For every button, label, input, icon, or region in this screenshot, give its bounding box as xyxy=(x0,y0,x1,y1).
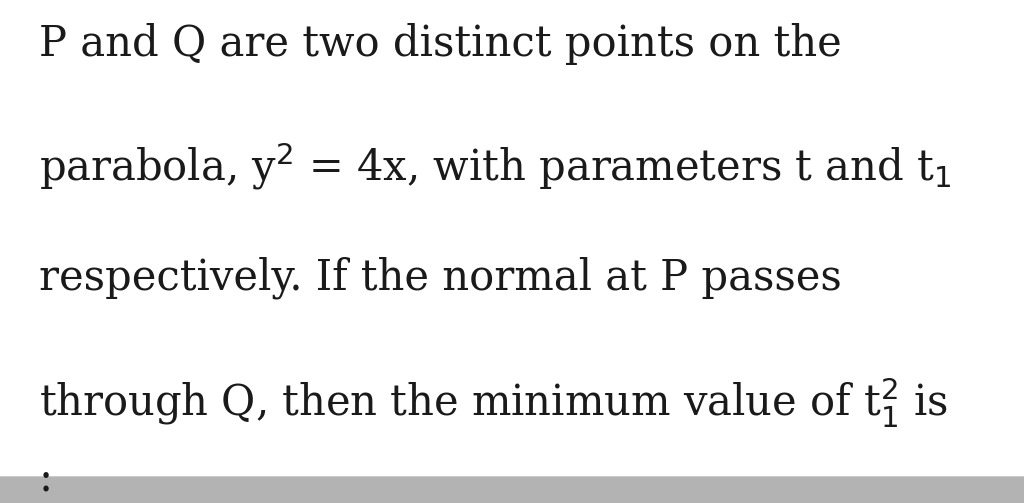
Text: :: : xyxy=(39,458,53,499)
Text: parabola, y$^{2}$ = 4x, with parameters t and t$_{1}$: parabola, y$^{2}$ = 4x, with parameters … xyxy=(39,141,951,192)
Text: P and Q are two distinct points on the: P and Q are two distinct points on the xyxy=(39,23,842,64)
Text: through Q, then the minimum value of t$_{1}^{2}$ is: through Q, then the minimum value of t$_… xyxy=(39,375,947,429)
Text: respectively. If the normal at P passes: respectively. If the normal at P passes xyxy=(39,257,842,299)
FancyBboxPatch shape xyxy=(0,476,1024,503)
